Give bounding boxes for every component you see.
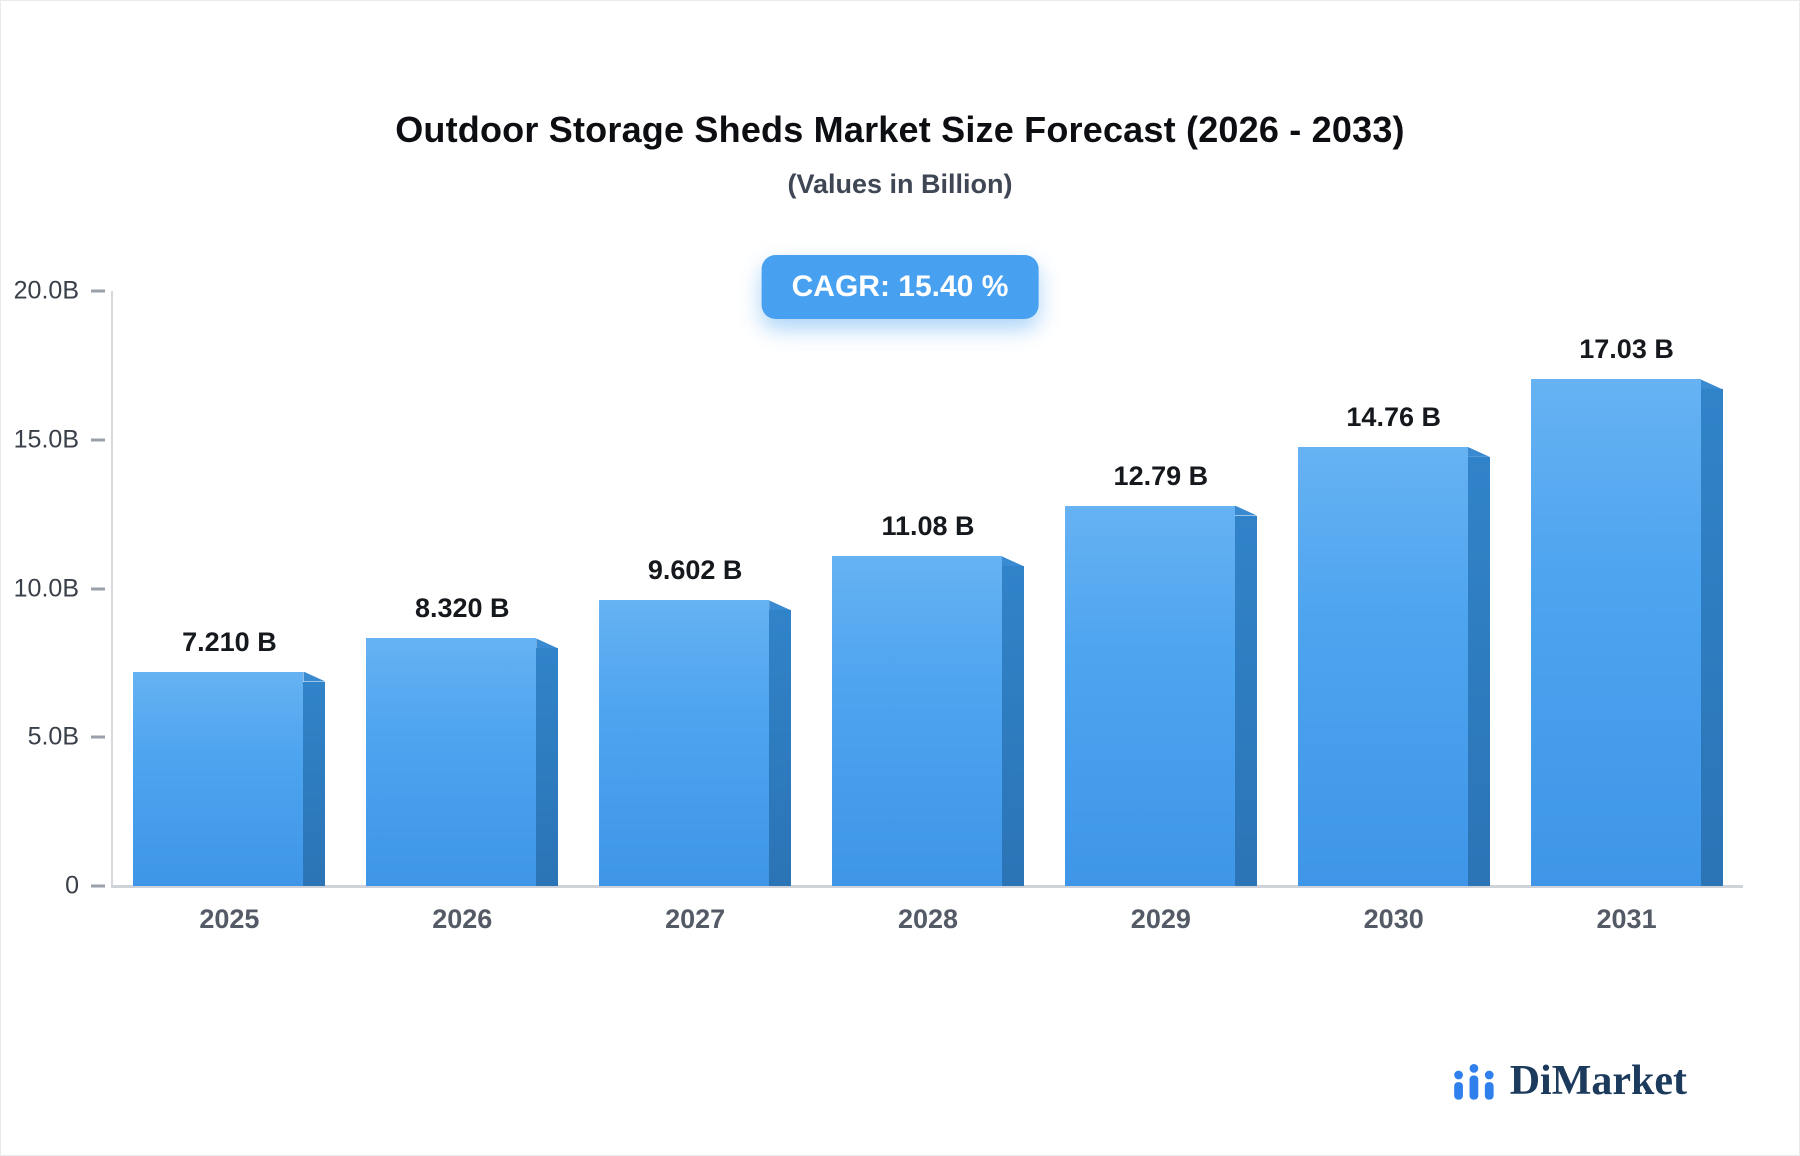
y-tick-15.0B: 15.0B: [14, 425, 105, 454]
x-axis-label-2025: 2025: [199, 904, 260, 934]
bar-value-label: 17.03 B: [1579, 334, 1674, 365]
chart-subtitle: (Values in Billion): [787, 169, 1013, 199]
y-tick-0: 0: [65, 872, 105, 901]
bar-front-face: [1297, 446, 1468, 886]
bar-2030: [1297, 446, 1490, 886]
x-axis-label-2026: 2026: [432, 904, 493, 934]
bar-front-face: [832, 556, 1002, 886]
y-tick-mark: [91, 289, 105, 293]
bar-front-face: [1064, 505, 1235, 886]
x-axis-line: [111, 885, 1743, 888]
bar-top-bevel: [303, 671, 326, 682]
y-tick-label: 15.0B: [13, 425, 79, 454]
y-tick-mark: [91, 587, 105, 590]
bar-top-bevel: [1700, 379, 1723, 390]
x-axis-label-2030: 2030: [1363, 904, 1424, 934]
y-tick-20.0B: 20.0B: [14, 277, 105, 306]
bar-2028: [832, 556, 1024, 886]
x-axis-label-2027: 2027: [665, 904, 726, 934]
bar-2025: [133, 671, 326, 886]
bar-side-face: [1467, 456, 1490, 886]
bar-value-label: 8.320 B: [414, 593, 510, 624]
y-tick-label: 5.0B: [27, 722, 79, 751]
bar-side-face: [769, 610, 792, 886]
bar-front-face: [599, 600, 770, 886]
bar-side-face: [303, 681, 326, 886]
bar-front-face: [1530, 379, 1701, 886]
chart-title: Outdoor Storage Sheds Market Size Foreca…: [395, 109, 1405, 150]
bar-side-face: [1234, 515, 1257, 886]
bar-2031: [1530, 379, 1723, 886]
y-tick-mark: [91, 438, 105, 442]
x-axis-label-2029: 2029: [1130, 904, 1191, 934]
bar-top-bevel: [769, 600, 792, 611]
y-tick-label: 20.0B: [13, 276, 79, 305]
brand-logo: DiMarket: [1452, 1057, 1687, 1105]
bar-front-face: [366, 638, 537, 886]
plot-area: 0 5.0B 10.0B 15.0B 20.0B 7.210 B 2025 8.320 B 20…: [14, 277, 1743, 934]
y-tick-5.0B: 5.0B: [28, 723, 105, 752]
bar-value-label: 7.210 B: [182, 626, 277, 657]
bar-2026: [366, 638, 559, 886]
bar-value-label: 14.76 B: [1346, 401, 1441, 432]
bar-top-bevel: [1234, 505, 1257, 516]
bar-top-bevel: [1467, 446, 1490, 457]
bar-value-label: 12.79 B: [1113, 460, 1209, 491]
bar-2027: [599, 600, 792, 886]
bar-side-face: [536, 648, 559, 886]
bar-value-label: 9.602 B: [647, 555, 743, 586]
y-tick-mark: [91, 735, 105, 739]
y-tick-label: 10.0B: [13, 574, 79, 602]
y-tick-10.0B: 10.0B: [14, 574, 105, 603]
bar-2029: [1064, 505, 1257, 886]
bar-front-face: [133, 671, 304, 886]
y-tick-label: 0: [65, 871, 79, 900]
bar-side-face: [1002, 566, 1024, 886]
y-tick-mark: [91, 884, 105, 888]
bar-value-label: 11.08 B: [881, 511, 975, 542]
x-axis-label-2028: 2028: [897, 904, 959, 934]
brand-name: DiMarket: [1509, 1058, 1687, 1104]
bar-chart-logo-icon: [1453, 1064, 1494, 1100]
bar-side-face: [1700, 389, 1723, 886]
bar-top-bevel: [536, 638, 559, 649]
cagr-badge: CAGR: 15.40 %: [761, 255, 1039, 319]
x-axis-label-2031: 2031: [1596, 904, 1657, 934]
bar-top-bevel: [1002, 556, 1024, 567]
